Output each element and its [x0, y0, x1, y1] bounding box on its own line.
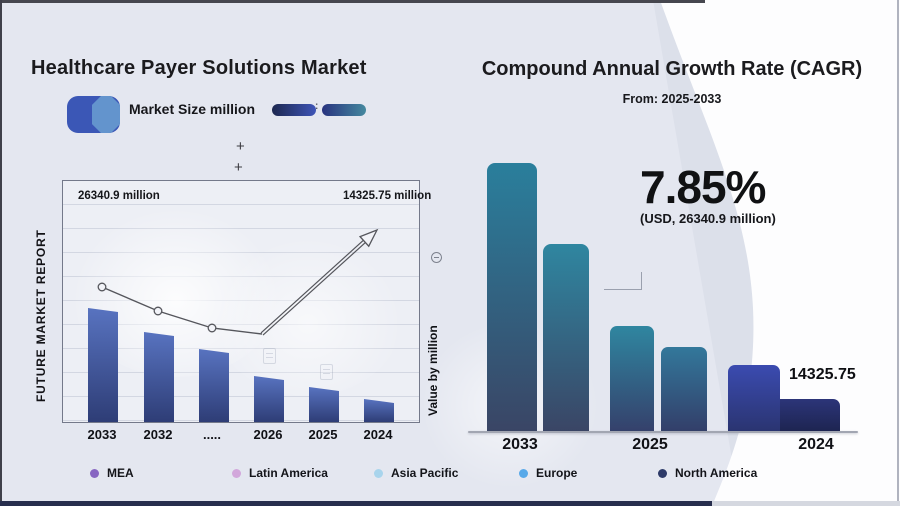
metric-label: Market Size million [129, 101, 256, 117]
legend-item-north-america: North America [658, 466, 757, 480]
value-label-2024: 14325.75 [789, 366, 856, 383]
trend-line-arrow [97, 228, 379, 336]
ratio-separator: : [315, 101, 319, 112]
clipboard-watermark-icon [320, 364, 333, 380]
database-cylinder-icon [67, 96, 120, 133]
cagr-value: 7.85% [640, 161, 766, 213]
minus-circle-icon [431, 252, 442, 263]
bar-2032 [144, 332, 174, 422]
corner-decoration [641, 272, 642, 290]
annotation-2033-value: 26340.9 million [78, 190, 160, 202]
cagr-basis: (USD, 26340.9 million) [640, 211, 776, 226]
annotation-2024-value: 14325.75 million [343, 190, 432, 202]
legend-dot [90, 468, 99, 478]
legend-dot [232, 468, 241, 478]
bar-2024 [364, 399, 394, 422]
frame-bottom-light [712, 501, 900, 506]
clipboard-watermark-icon [263, 348, 276, 364]
cagr-bar-3 [661, 347, 707, 432]
bar-2033 [88, 308, 118, 422]
x-label-2025: 2025 [632, 436, 668, 453]
legend-item-europe: Europe [519, 466, 577, 480]
cagr-bar-4 [728, 365, 780, 432]
ratio-pill-right [322, 104, 366, 116]
right-chart-title: Compound Annual Growth Rate (CAGR) [481, 58, 863, 80]
frame-bottom-dark [0, 501, 712, 506]
plus-icon: + [236, 138, 245, 155]
cagr-bar-1 [543, 244, 589, 432]
legend-label: MEA [107, 466, 134, 480]
plus-icon: + [234, 159, 243, 176]
legend-dot [374, 468, 383, 478]
x-label-2024: 2024 [798, 436, 834, 453]
x-label-2033: 2033 [87, 427, 117, 442]
x-label-2025: 2025 [308, 427, 338, 442]
right-chart-subtitle: From: 2025-2033 [622, 92, 722, 106]
legend-label: North America [675, 466, 758, 480]
left-chart-title: Healthcare Payer Solutions Market [31, 57, 367, 79]
corner-decoration [604, 289, 642, 290]
legend-label: Europe [536, 466, 578, 480]
legend-label: Asia Pacific [391, 466, 459, 480]
legend-label: Latin America [249, 466, 328, 480]
x-label-2026: 2026 [253, 427, 283, 442]
cagr-bar-0 [487, 163, 537, 432]
legend-item-mea: MEA [90, 466, 134, 480]
left-chart-bars [63, 181, 419, 422]
frame-left [0, 0, 2, 506]
frame-right [897, 0, 899, 506]
legend-item-asia-pacific: Asia Pacific [374, 466, 458, 480]
frame-top [0, 0, 705, 3]
legend-item-latin-america: Latin America [232, 466, 328, 480]
x-label-2033: 2033 [502, 436, 538, 453]
value-axis-label: Value by million [426, 325, 440, 416]
x-label-2032: 2032 [143, 427, 173, 442]
bar-..... [199, 349, 229, 422]
right-x-axis-line [468, 431, 858, 433]
cagr-bar-2 [610, 326, 654, 432]
x-label-2024: 2024 [363, 427, 393, 442]
bar-2025 [309, 387, 339, 422]
left-chart-panel: 26340.9 million 14325.75 million [62, 180, 431, 423]
bar-2026 [254, 376, 284, 422]
ratio-pill-left [272, 104, 316, 116]
x-label-.....: ..... [202, 427, 222, 442]
cylinder-face [92, 96, 120, 133]
legend-dot [658, 468, 667, 478]
legend-dot [519, 468, 528, 478]
cagr-bar-5 [780, 399, 840, 432]
brand-watermark: FUTURE MARKET REPORT [34, 229, 48, 403]
